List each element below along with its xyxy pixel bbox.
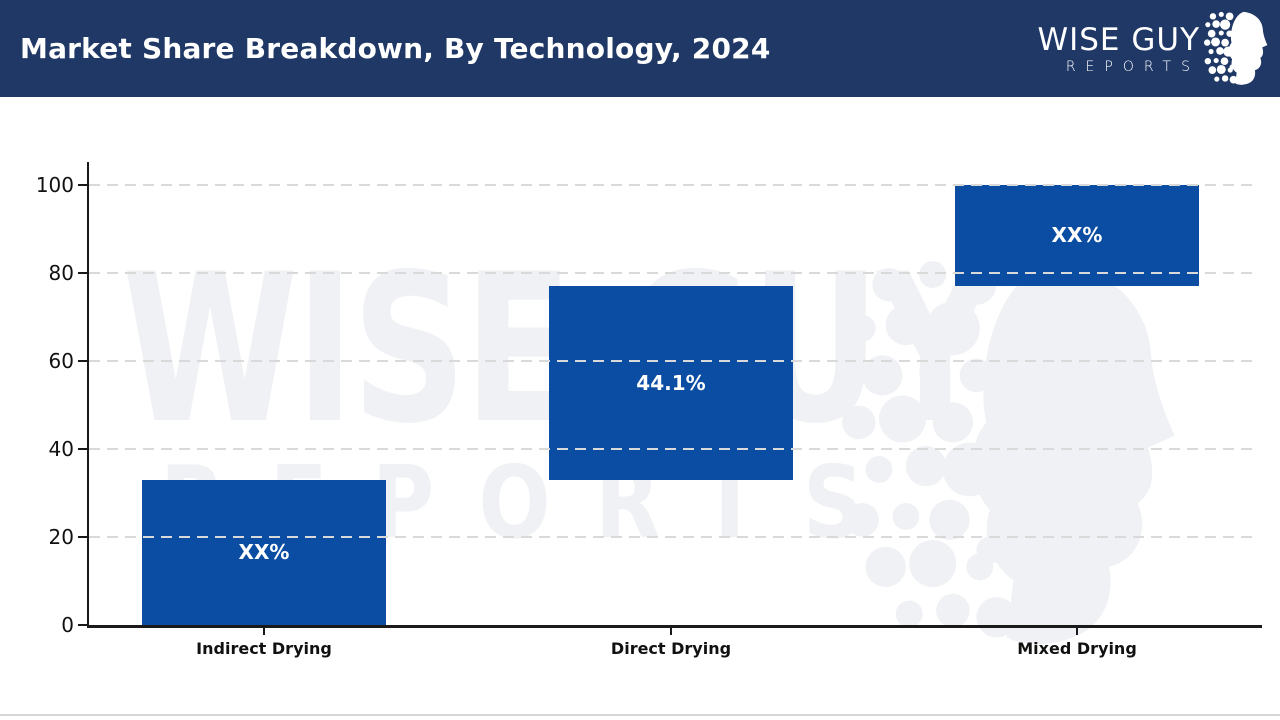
y-axis-tick [78, 624, 88, 626]
y-axis-tick [78, 448, 88, 450]
y-axis-line [87, 162, 89, 627]
x-axis-category-label: Mixed Drying [1017, 639, 1137, 658]
wise-guy-reports-logo: WISE GUY REPORTS [1037, 6, 1268, 92]
y-axis-tick [78, 536, 88, 538]
gridline-20 [89, 536, 1257, 538]
gridline-60 [89, 360, 1257, 362]
bar-value-label: XX% [1051, 223, 1103, 248]
y-axis-tick-label: 100 [35, 173, 74, 197]
bar-value-label: XX% [238, 540, 290, 565]
y-axis-tick-label: 20 [48, 525, 74, 549]
y-axis-tick-label: 40 [48, 437, 74, 461]
bar-value-label: 44.1% [636, 370, 706, 395]
y-axis-tick [78, 272, 88, 274]
x-axis-category-label: Indirect Drying [196, 639, 332, 658]
x-axis-line [87, 625, 1262, 628]
x-axis-tick [1076, 628, 1078, 635]
y-axis-tick [78, 360, 88, 362]
logo-dotted-head-icon [1204, 11, 1268, 85]
gridline-100 [89, 184, 1257, 186]
y-axis-tick [78, 184, 88, 186]
gridline-80 [89, 272, 1257, 274]
x-axis-category-label: Direct Drying [610, 639, 732, 658]
watermark-dotted-head-icon [842, 261, 1175, 645]
logo-wordmark: WISE GUY [1037, 21, 1200, 58]
header-bar: Market Share Breakdown, By Technology, 2… [0, 0, 1280, 97]
y-axis-tick-label: 0 [61, 613, 74, 637]
x-axis-tick [263, 628, 265, 635]
gridline-40 [89, 448, 1257, 450]
chart-title: Market Share Breakdown, By Technology, 2… [20, 32, 771, 65]
x-axis-tick [670, 628, 672, 635]
bar-segment [549, 285, 793, 480]
logo-subtext: REPORTS [1065, 58, 1200, 75]
footer-divider [0, 714, 1280, 716]
logo-text: WISE GUY REPORTS [1037, 23, 1200, 76]
bar-segment [142, 479, 386, 625]
y-axis-tick-label: 60 [48, 349, 74, 373]
y-axis-tick-label: 80 [48, 261, 74, 285]
